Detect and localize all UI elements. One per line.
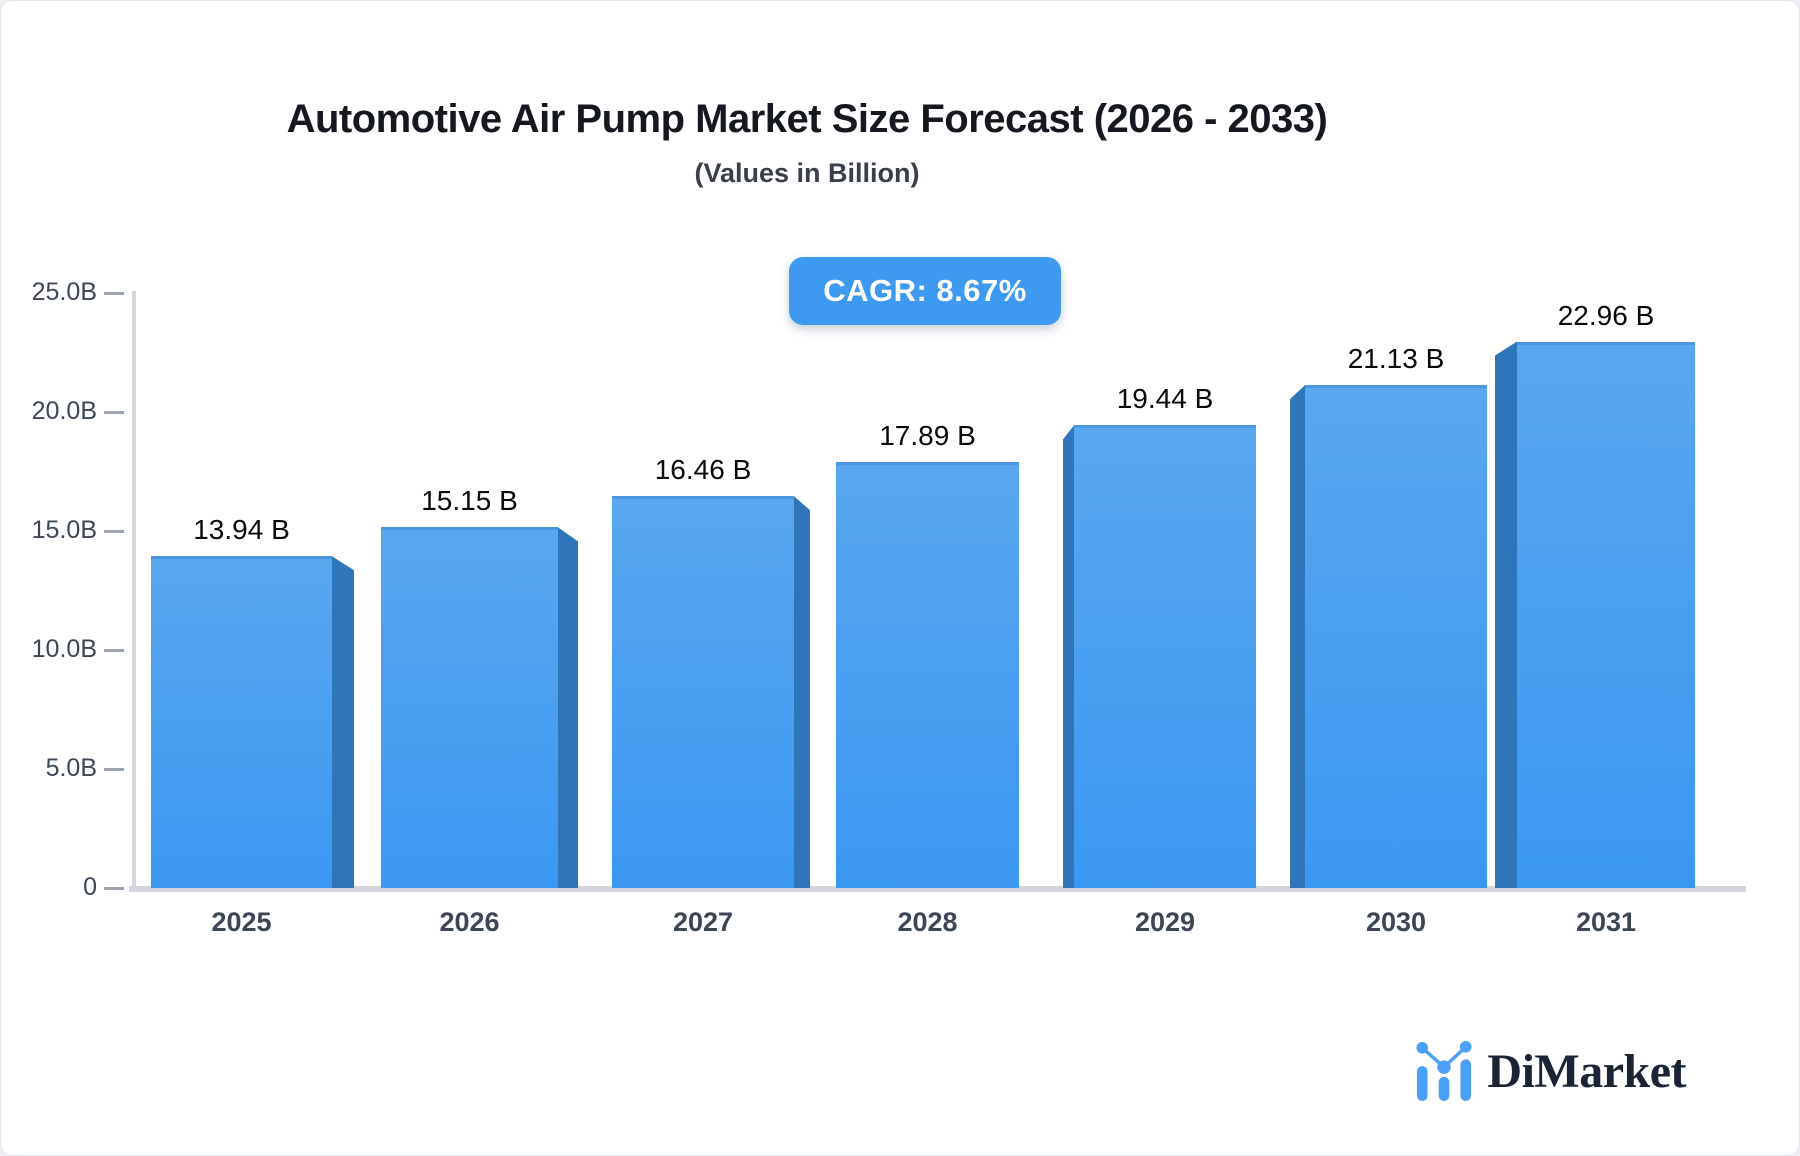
bar-3d-side (558, 527, 578, 888)
bar-3d-side (1290, 385, 1305, 888)
y-axis-label: 15.0B (31, 516, 97, 544)
bar-value-label: 19.44 B (1116, 383, 1214, 415)
bar-value-label: 22.96 B (1557, 299, 1655, 331)
y-axis-label: 10.0B (31, 635, 97, 663)
bar-value-label: 21.13 B (1347, 343, 1445, 375)
x-axis-line (129, 886, 1746, 892)
bar-2026 (381, 527, 558, 888)
x-axis-label-2028: 2028 (897, 907, 958, 937)
bar-value-label: 13.94 B (193, 514, 290, 546)
bar-3d-side (332, 556, 354, 888)
dimarket-logo-icon (1416, 1041, 1472, 1101)
x-axis-label-2029: 2029 (1134, 907, 1196, 937)
bar-value-label: 15.15 B (421, 485, 518, 517)
x-axis-label-2025: 2025 (211, 907, 272, 937)
bar-value-label: 16.46 B (654, 454, 752, 486)
x-axis-label-2027: 2027 (672, 907, 734, 937)
y-axis-tick (104, 410, 124, 414)
y-axis-tick (104, 767, 124, 771)
bar-2029 (1074, 425, 1256, 888)
y-axis-tick (104, 291, 124, 295)
chart-subtitle: (Values in Billion) (694, 158, 920, 188)
brand-logo: DiMarket (1415, 1041, 1686, 1101)
bar-2025 (151, 556, 332, 888)
bar-2031 (1517, 341, 1695, 888)
y-axis-tick (104, 886, 124, 890)
bar-2030 (1305, 385, 1487, 888)
bar-3d-side (1063, 425, 1074, 888)
chart-header: Automotive Air Pump Market Size Forecast… (7, 97, 1607, 189)
y-axis-label: 20.0B (31, 397, 97, 425)
x-axis-label-2031: 2031 (1575, 907, 1637, 937)
y-axis-tick (104, 648, 124, 652)
cagr-badge: CAGR: 8.67% (789, 257, 1061, 325)
chart-title: Automotive Air Pump Market Size Forecast… (286, 97, 1328, 141)
y-axis-label: 25.0B (31, 278, 97, 306)
x-axis-label-2030: 2030 (1365, 907, 1427, 937)
bar-2027 (612, 496, 794, 888)
bar-3d-side (794, 496, 810, 888)
bar-3d-side (1495, 341, 1517, 888)
y-axis-line (132, 291, 136, 888)
brand-name: DiMarket (1487, 1044, 1686, 1098)
bar-value-label: 17.89 B (879, 420, 976, 452)
bar-2028 (836, 462, 1019, 888)
x-axis-label-2026: 2026 (439, 907, 500, 937)
cagr-badge-label: CAGR: 8.67% (823, 273, 1027, 308)
y-axis-label: 0 (83, 873, 97, 901)
y-axis-label: 5.0B (45, 754, 97, 782)
y-axis-tick (104, 529, 124, 533)
